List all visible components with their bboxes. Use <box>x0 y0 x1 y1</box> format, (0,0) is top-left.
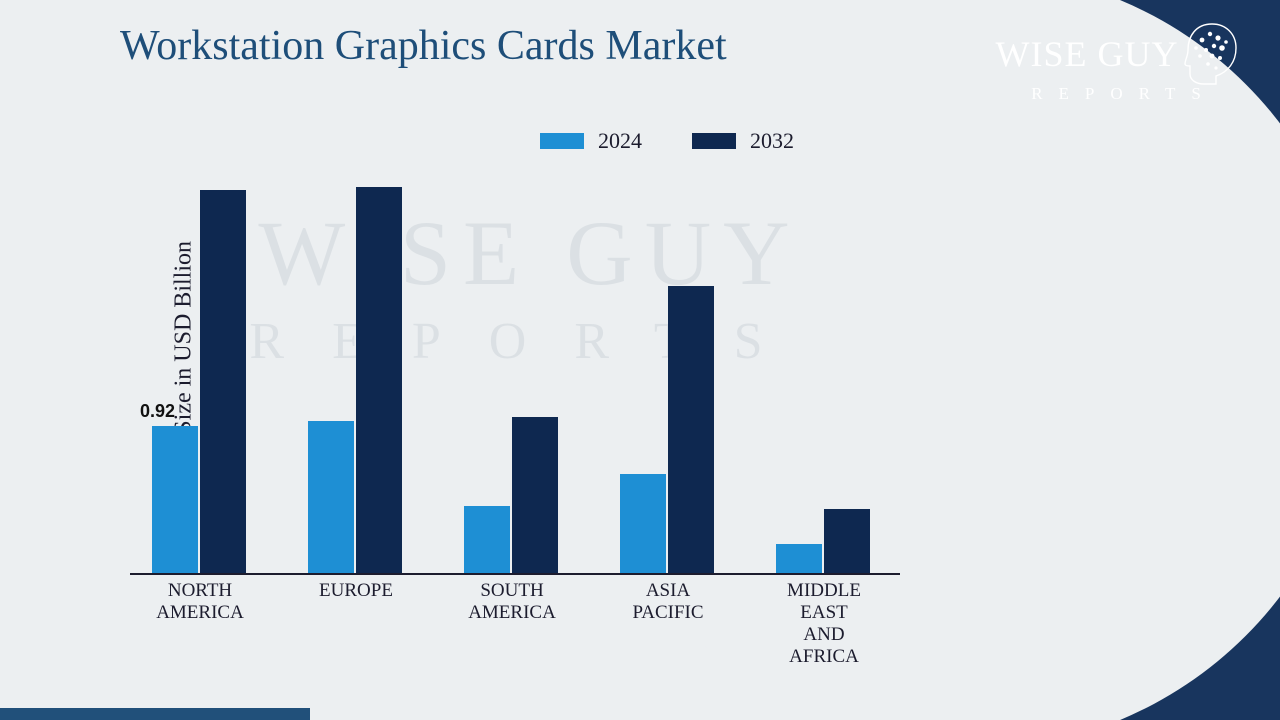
bar <box>668 286 714 573</box>
bar <box>464 506 510 573</box>
brand-line2: REPORTS <box>994 84 1244 104</box>
bar <box>512 417 558 573</box>
legend-label-2024: 2024 <box>598 128 642 154</box>
bar <box>308 421 354 573</box>
category-label: EUROPE <box>286 580 426 602</box>
bar <box>776 544 822 573</box>
legend: 2024 2032 <box>540 128 794 154</box>
legend-swatch-2032 <box>692 133 736 149</box>
plot-area: 0.92NORTHAMERICAEUROPESOUTHAMERICAASIAPA… <box>130 160 900 575</box>
bar <box>152 426 198 573</box>
chart-title: Workstation Graphics Cards Market <box>120 22 727 70</box>
brand-line1: WISE GUY <box>996 33 1179 75</box>
bar <box>356 187 402 573</box>
category-label: ASIAPACIFIC <box>598 580 738 624</box>
category-label: MIDDLEEASTANDAFRICA <box>754 580 894 667</box>
bar-value-label: 0.92 <box>140 401 175 422</box>
head-icon <box>1182 22 1242 86</box>
legend-item-2032: 2032 <box>692 128 794 154</box>
bar <box>200 190 246 573</box>
legend-item-2024: 2024 <box>540 128 642 154</box>
legend-swatch-2024 <box>540 133 584 149</box>
category-label: NORTHAMERICA <box>130 580 270 624</box>
bar <box>824 509 870 573</box>
bar <box>620 474 666 573</box>
stage: WISE GUY REPORTS Workstation Graphics Ca… <box>0 0 1280 720</box>
legend-label-2032: 2032 <box>750 128 794 154</box>
bottom-accent-bar <box>0 708 310 720</box>
chart-area: Market Size in USD Billion 0.92NORTHAMER… <box>100 160 900 590</box>
category-label: SOUTHAMERICA <box>442 580 582 624</box>
brand-logo: WISE GUY REPORTS <box>994 22 1244 104</box>
